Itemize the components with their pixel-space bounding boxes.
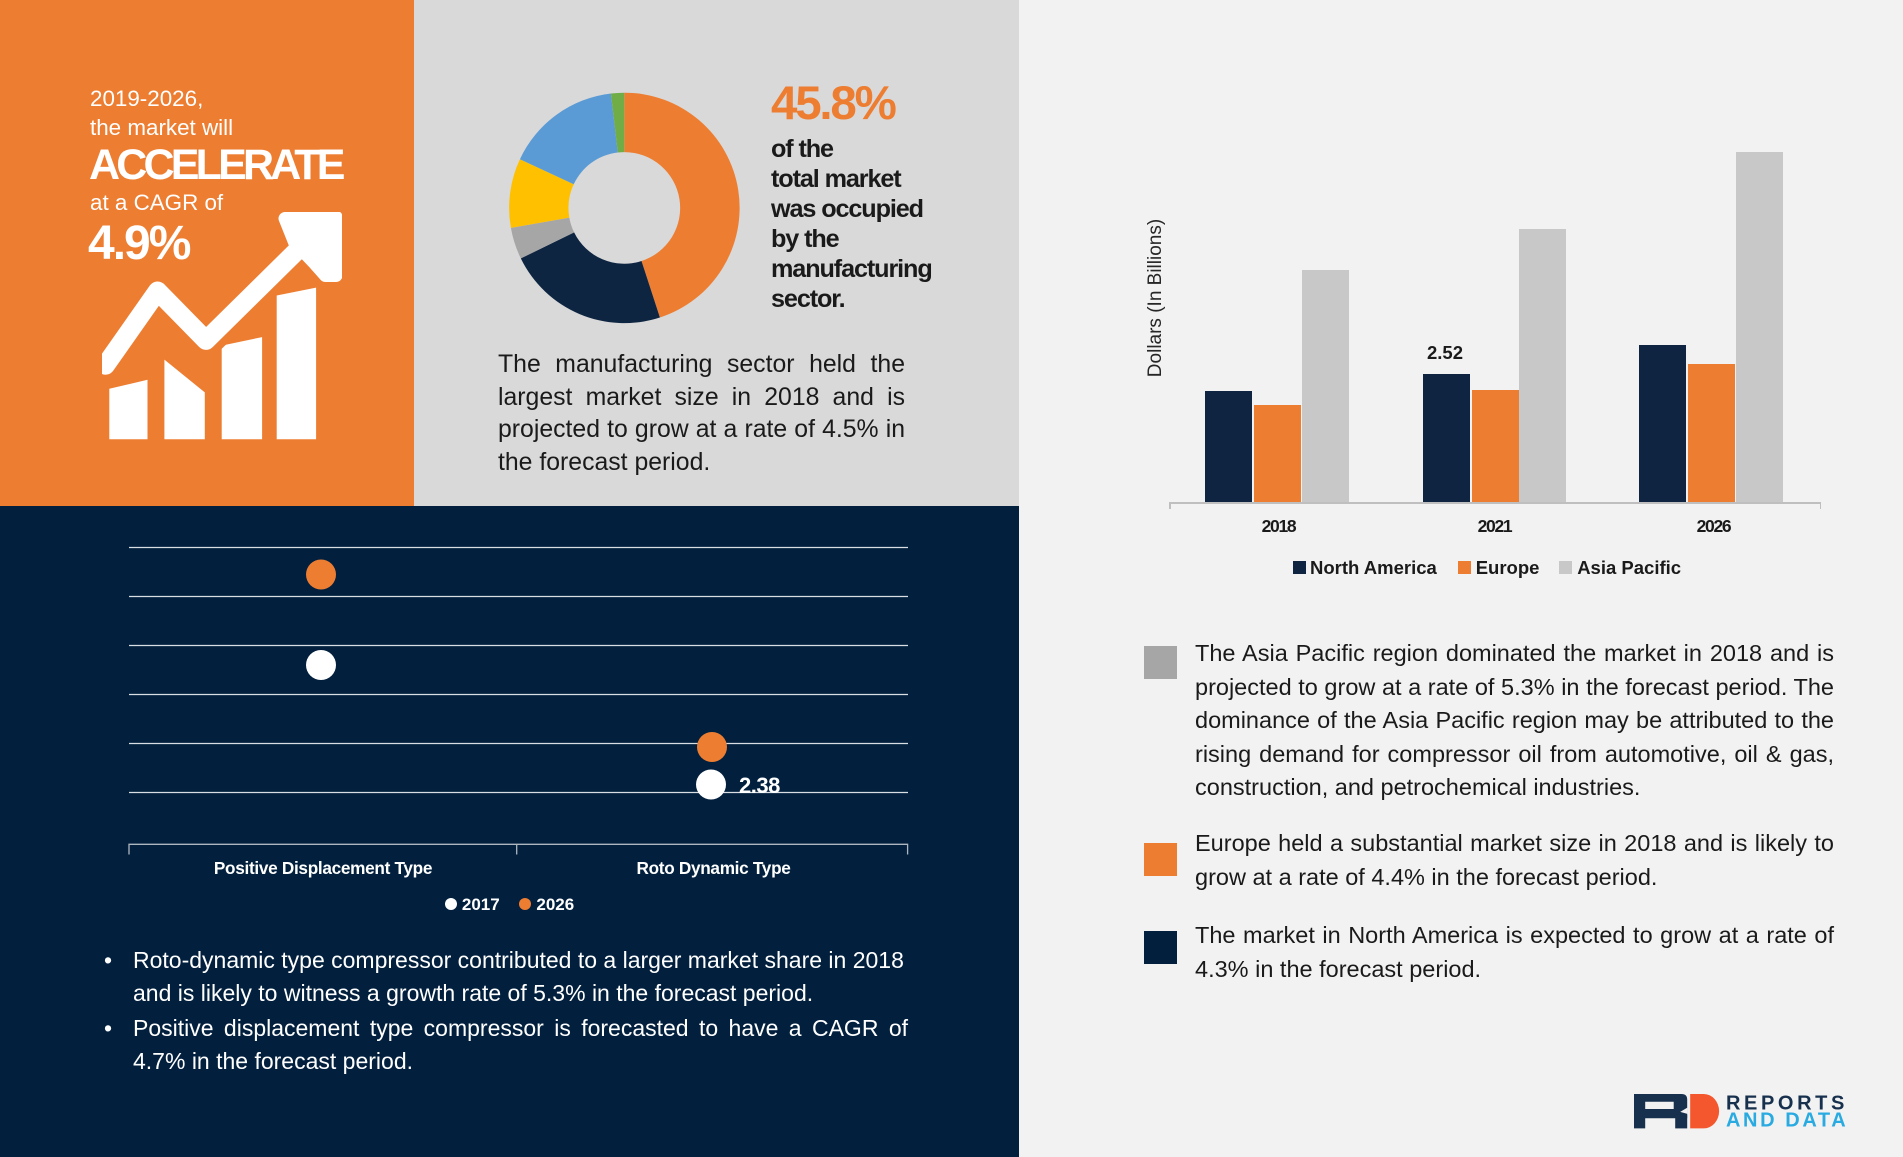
svg-text:REPORTS: REPORTS bbox=[1726, 1094, 1848, 1115]
svg-text:AND DATA: AND DATA bbox=[1726, 1109, 1848, 1130]
